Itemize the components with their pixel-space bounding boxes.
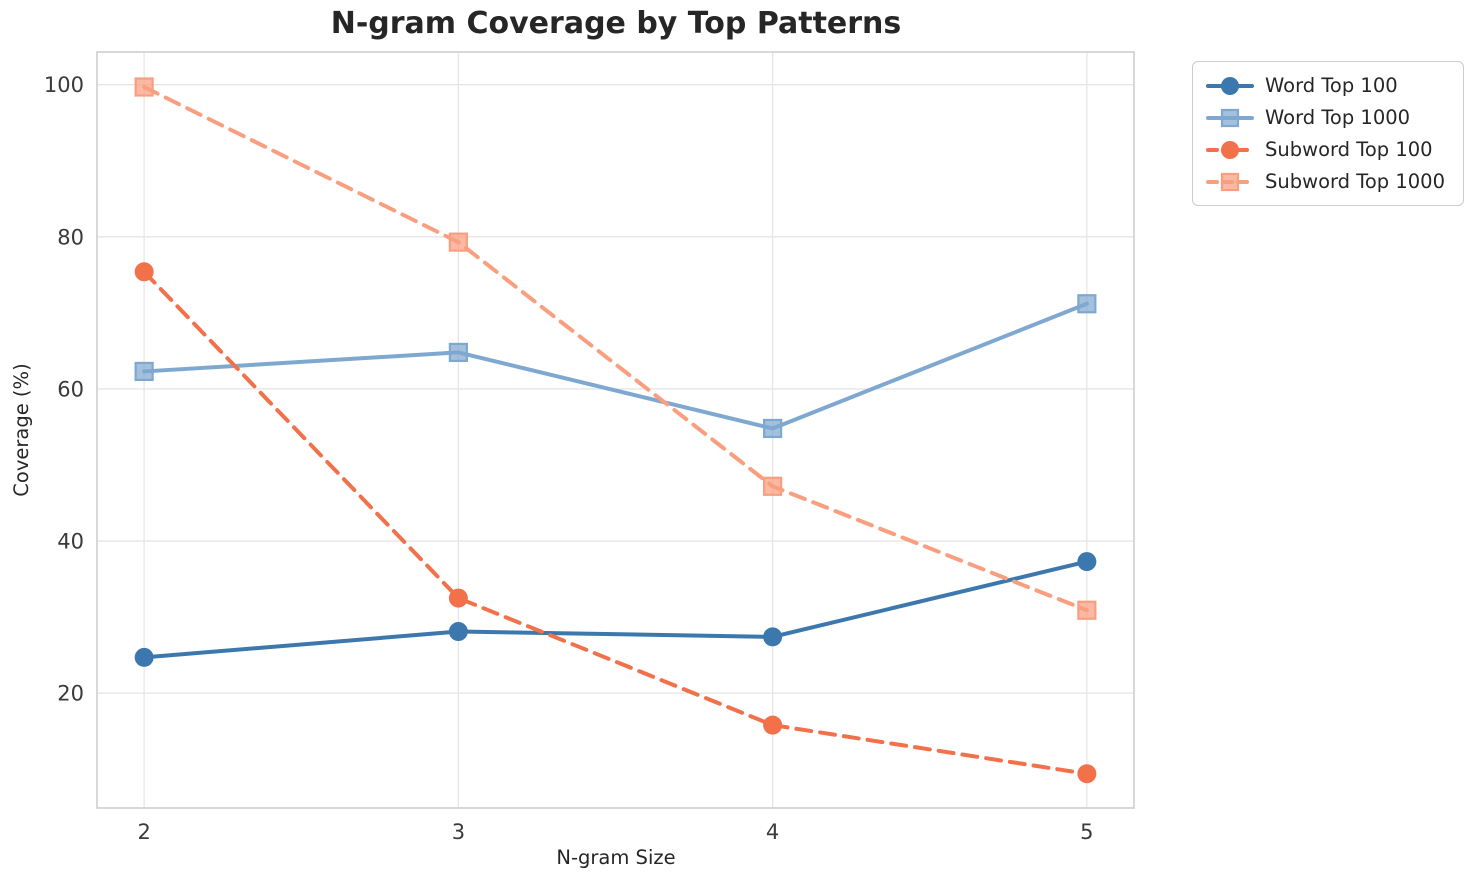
chart-title: N-gram Coverage by Top Patterns (330, 6, 902, 41)
data-point-marker-word-top-1000 (1077, 294, 1097, 314)
y-tick-label: 80 (57, 225, 84, 249)
legend-label: Word Top 1000 (1265, 106, 1411, 129)
legend-marker-subword-top-100 (1206, 140, 1254, 159)
x-tick-label: 5 (1080, 820, 1093, 844)
data-point-marker-word-top-1000 (448, 342, 468, 363)
data-point-marker-word-top-1000 (134, 361, 154, 382)
legend-item-word-top-1000: Word Top 1000 (1205, 104, 1445, 131)
data-point-marker-word-top-1000 (763, 418, 783, 439)
y-tick-label: 100 (44, 73, 84, 97)
data-point-marker-word-top-100 (134, 647, 154, 667)
series-line-word-top-100 (142, 559, 1089, 660)
x-tick-label: 4 (766, 820, 779, 844)
x-axis-label: N-gram Size (556, 846, 676, 869)
y-tick-label: 20 (57, 682, 84, 706)
plot-background (97, 52, 1134, 808)
data-point-marker-word-top-100 (448, 622, 468, 642)
x-tick-label: 3 (452, 820, 465, 844)
legend-circle-marker (1221, 140, 1239, 159)
legend-item-subword-top-1000: Subword Top 1000 (1205, 168, 1445, 195)
data-point-marker-subword-top-100 (763, 715, 783, 735)
series-line-word-top-1000 (142, 301, 1089, 431)
data-point-marker-subword-top-1000 (448, 232, 468, 252)
legend-circle-marker (1221, 76, 1239, 95)
data-point-marker-subword-top-1000 (763, 476, 783, 496)
legend-item-word-top-100: Word Top 100 (1205, 72, 1445, 99)
legend: Word Top 100 Word Top 1000 Subword Top 100… (1192, 61, 1464, 206)
legend-marker-subword-top-1000 (1206, 172, 1254, 191)
data-point-marker-subword-top-100 (448, 588, 468, 608)
y-tick-label: 40 (57, 530, 84, 554)
legend-square-marker (1220, 108, 1240, 127)
legend-label: Subword Top 100 (1265, 138, 1433, 161)
data-point-marker-subword-top-100 (134, 262, 154, 282)
y-axis-label: Coverage (%) (10, 363, 33, 497)
legend-marker-word-top-100 (1206, 76, 1254, 95)
data-point-marker-word-top-100 (763, 627, 783, 647)
legend-label: Subword Top 1000 (1265, 170, 1445, 193)
data-point-marker-subword-top-1000 (134, 77, 154, 97)
data-point-marker-subword-top-100 (1077, 764, 1097, 784)
legend-label: Word Top 100 (1265, 74, 1398, 97)
series-line-subword-top-100 (142, 269, 1089, 776)
series-line-subword-top-1000 (142, 84, 1089, 613)
x-tick-label: 2 (137, 820, 150, 844)
data-point-marker-subword-top-1000 (1077, 600, 1097, 620)
legend-square-marker (1220, 172, 1240, 191)
legend-marker-word-top-1000 (1206, 108, 1254, 127)
data-point-marker-word-top-100 (1077, 552, 1097, 572)
legend-item-subword-top-100: Subword Top 100 (1205, 136, 1445, 163)
y-tick-label: 60 (57, 377, 84, 401)
plot-border (96, 51, 1135, 809)
